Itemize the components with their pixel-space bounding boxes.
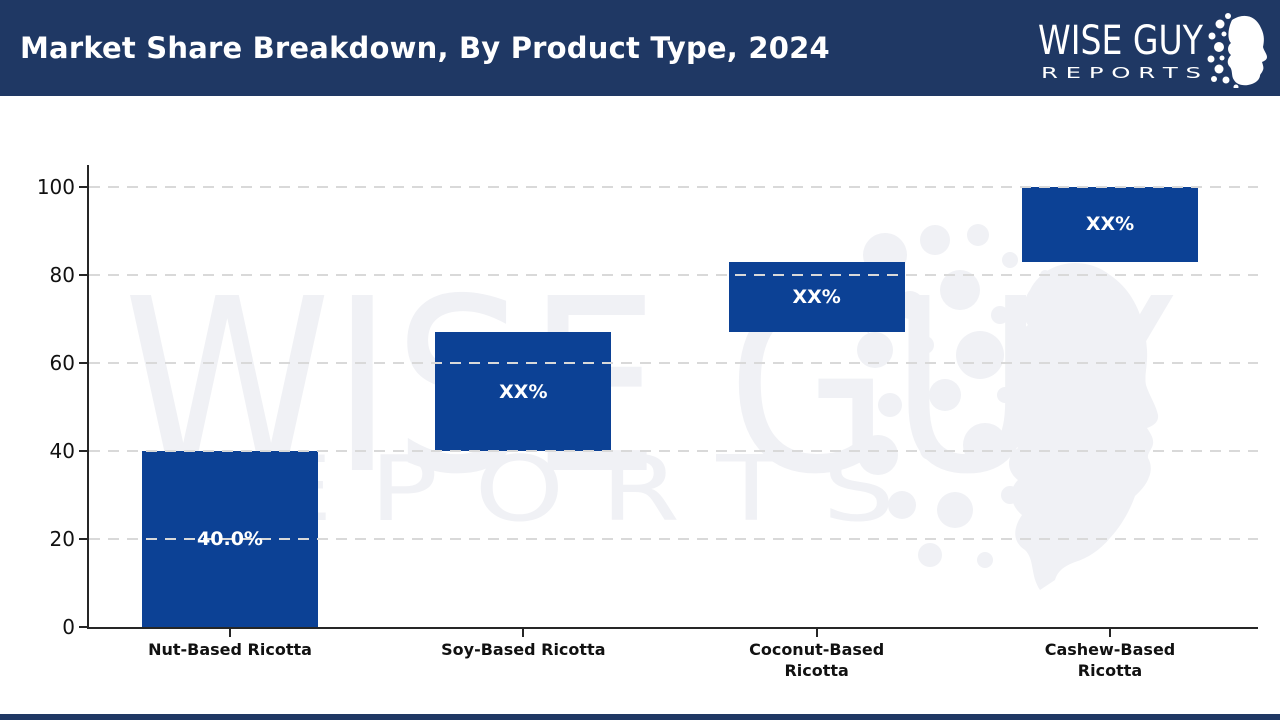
x-axis-spine xyxy=(87,627,1258,629)
gridline xyxy=(89,274,1258,276)
y-axis-tick-label: 80 xyxy=(49,263,75,287)
wise-guy-logo: WISE GUY R E P O R T S xyxy=(1038,13,1267,88)
bar-value-label: XX% xyxy=(792,286,841,308)
y-axis-tick-label: 20 xyxy=(49,527,75,551)
bar xyxy=(435,332,612,451)
logo-text-line2: R E P O R T S xyxy=(1041,64,1201,82)
bar xyxy=(728,261,905,333)
x-axis-tick xyxy=(229,628,231,637)
watermark-head-icon xyxy=(857,224,1159,590)
logo-text-line1: WISE GUY xyxy=(1038,18,1203,64)
category-label: Nut-Based Ricotta xyxy=(148,640,312,659)
y-axis-tick-label: 40 xyxy=(49,439,75,463)
chart-title: Market Share Breakdown, By Product Type,… xyxy=(20,31,830,65)
category-label: Soy-Based Ricotta xyxy=(441,640,606,659)
y-axis-spine xyxy=(87,165,89,629)
gridline xyxy=(89,362,1258,364)
logo-head-icon xyxy=(1207,13,1267,88)
y-axis-tick xyxy=(79,186,87,188)
y-axis-tick xyxy=(79,626,87,628)
bar xyxy=(1021,187,1198,262)
category-label: Cashew-Based Ricotta xyxy=(1044,640,1176,680)
y-axis-tick xyxy=(79,362,87,364)
bar-value-label: XX% xyxy=(499,380,548,403)
chart-header: Market Share Breakdown, By Product Type,… xyxy=(0,0,1280,96)
x-axis-tick xyxy=(522,628,525,637)
footer-bar xyxy=(0,714,1280,720)
y-axis-tick xyxy=(79,274,87,276)
y-axis-tick xyxy=(79,538,87,540)
gridline xyxy=(89,538,1258,540)
category-label: Coconut-Based Ricotta xyxy=(749,640,885,680)
gridline xyxy=(89,450,1258,452)
gridline xyxy=(89,186,1258,188)
x-axis-tick xyxy=(815,628,818,637)
y-axis-tick-label: 60 xyxy=(49,351,75,375)
y-axis-tick-label: 0 xyxy=(62,615,75,639)
y-axis-tick xyxy=(79,450,87,452)
x-axis-tick xyxy=(1108,628,1111,637)
y-axis-tick-label: 100 xyxy=(36,175,75,199)
bar-value-label: XX% xyxy=(1085,213,1135,236)
bar-value-label: 40.0% xyxy=(197,528,263,550)
